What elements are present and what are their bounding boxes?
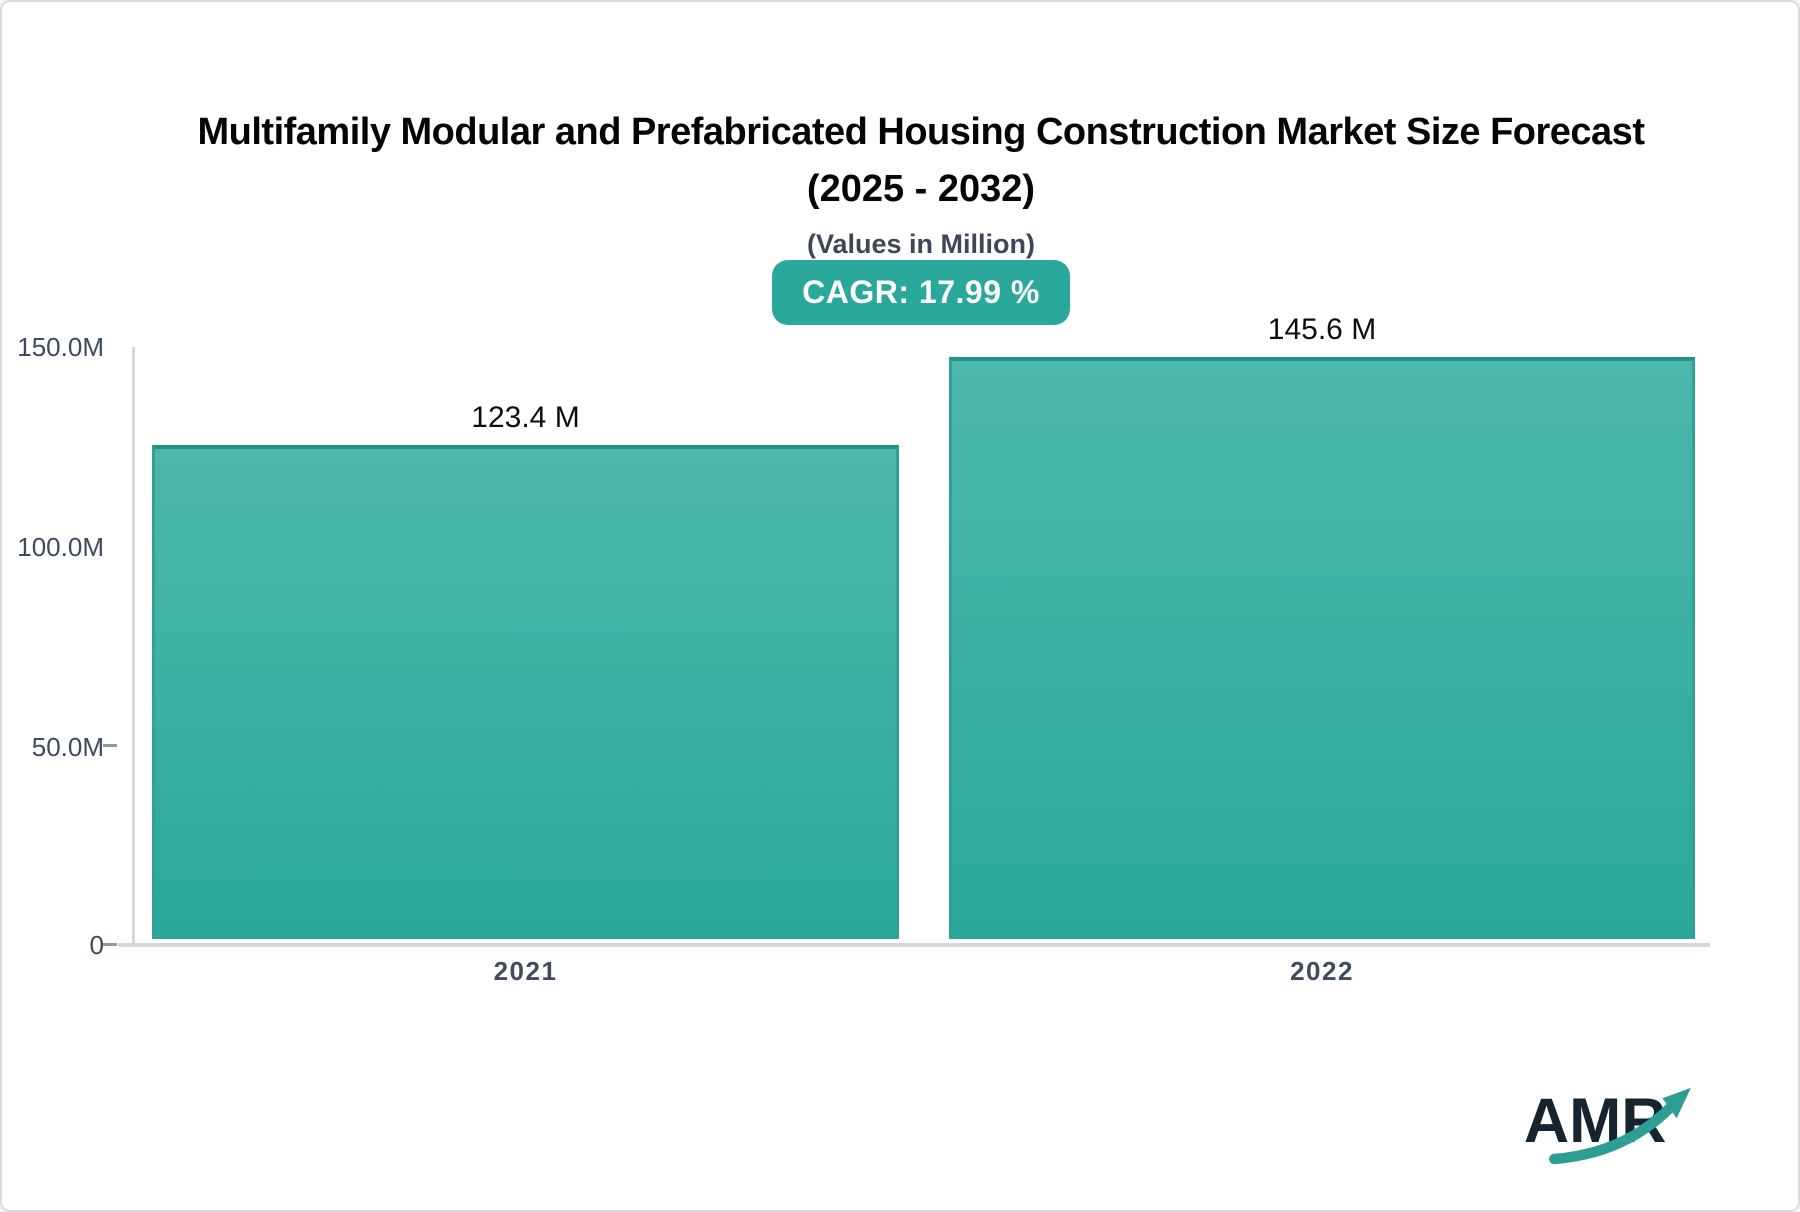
bar-group-2021: 123.4 M [152,401,899,939]
x-axis-baseline [118,943,1710,947]
bar-2021 [152,445,899,939]
chart-subtitle: (Values in Million) [806,229,1036,259]
bar-value-label-2021: 123.4 M [471,401,580,434]
bar-group-2022: 145.6 M [949,313,1695,939]
x-axis-label-2021: 2021 [493,956,558,986]
y-axis-label-50m: 50.0M [31,732,104,762]
x-axis-label-2022: 2022 [1290,956,1354,986]
amr-logo-text: AMR [1524,1086,1667,1156]
chart-title-line1: Multifamily Modular and Prefabricated Ho… [197,111,1645,153]
y-axis-tick-0 [103,943,117,946]
cagr-badge-row: CAGR: 17.99 % [2,260,1798,325]
y-axis-line [132,347,135,945]
amr-logo: AMR [1524,1086,1691,1165]
cagr-badge: CAGR: 17.99 % [772,260,1070,325]
bar-value-label-2022: 145.6 M [1267,313,1377,346]
y-axis-label-0: 0 [89,930,104,960]
chart-title-line2: (2025 - 2032) [806,168,1036,210]
y-axis-label-150m: 150.0M [17,332,104,362]
y-axis-label-100m: 100.0M [17,532,104,562]
growth-arrow-icon [1549,1087,1691,1165]
y-axis-tick-50m [103,744,117,747]
bar-2022 [949,357,1695,939]
